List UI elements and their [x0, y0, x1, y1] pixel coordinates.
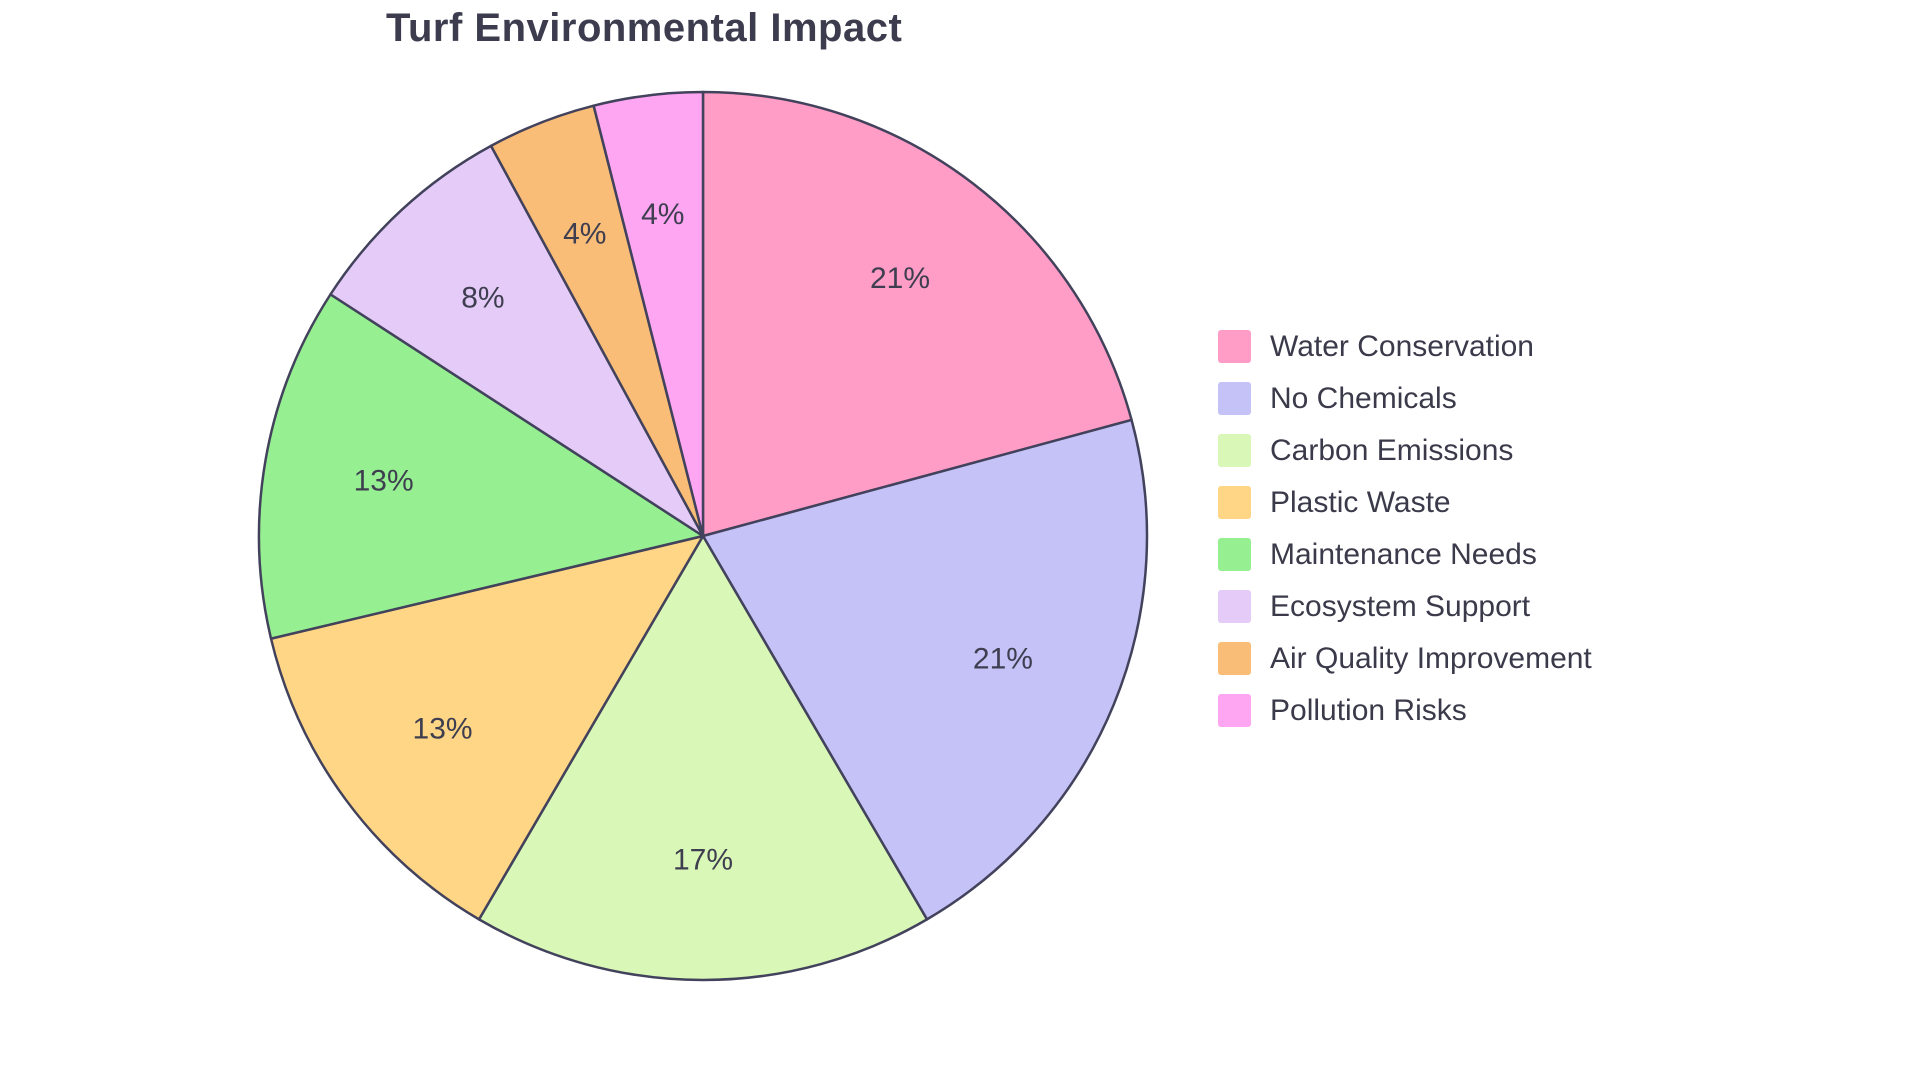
pie-slice-pollution-risks: [592, 90, 705, 538]
legend-swatch-maintenance-needs: [1218, 538, 1251, 571]
legend: Water Conservation No Chemicals Carbon Emi…: [1218, 330, 1592, 727]
pie-slice-water-conservation: [701, 90, 1133, 538]
legend-label-air-quality-improvement: Air Quality Improvement: [1270, 642, 1592, 675]
legend-swatch-pollution-risks: [1218, 694, 1251, 727]
legend-label-pollution-risks: Pollution Risks: [1270, 694, 1467, 727]
legend-swatch-ecosystem-support: [1218, 590, 1251, 623]
slice-percent-label-no-chemicals: 21%: [973, 642, 1033, 675]
legend-swatch-plastic-waste: [1218, 486, 1251, 519]
pie-slice-no-chemicals: [701, 418, 1149, 921]
slice-percent-label-water-conservation: 21%: [870, 262, 930, 295]
legend-item-water-conservation[interactable]: Water Conservation: [1218, 330, 1592, 363]
pie-slice-ecosystem-support: [329, 144, 705, 538]
legend-item-air-quality-improvement[interactable]: Air Quality Improvement: [1218, 642, 1592, 675]
pie-slice-maintenance-needs: [257, 293, 705, 640]
legend-label-carbon-emissions: Carbon Emissions: [1270, 434, 1514, 467]
pie-slice-carbon-emissions: [477, 534, 929, 982]
slice-percent-label-air-quality-improvement: 4%: [563, 218, 606, 251]
slice-percent-label-pollution-risks: 4%: [641, 198, 684, 231]
legend-item-maintenance-needs[interactable]: Maintenance Needs: [1218, 538, 1592, 571]
chart-title: Turf Environmental Impact: [386, 6, 903, 50]
legend-label-plastic-waste: Plastic Waste: [1270, 486, 1451, 519]
slice-percent-label-plastic-waste: 13%: [413, 712, 473, 745]
slice-percent-label-ecosystem-support: 8%: [461, 282, 504, 315]
legend-item-no-chemicals[interactable]: No Chemicals: [1218, 382, 1592, 415]
legend-item-plastic-waste[interactable]: Plastic Waste: [1218, 486, 1592, 519]
legend-item-pollution-risks[interactable]: Pollution Risks: [1218, 694, 1592, 727]
legend-item-ecosystem-support[interactable]: Ecosystem Support: [1218, 590, 1592, 623]
legend-swatch-carbon-emissions: [1218, 434, 1251, 467]
legend-label-water-conservation: Water Conservation: [1270, 330, 1534, 363]
pie-slice-plastic-waste: [269, 534, 705, 921]
legend-label-no-chemicals: No Chemicals: [1270, 382, 1457, 415]
legend-swatch-water-conservation: [1218, 330, 1251, 363]
legend-swatch-no-chemicals: [1218, 382, 1251, 415]
slice-percent-label-maintenance-needs: 13%: [354, 464, 414, 497]
slice-percent-label-carbon-emissions: 17%: [673, 844, 733, 877]
legend-label-ecosystem-support: Ecosystem Support: [1270, 590, 1531, 623]
legend-item-carbon-emissions[interactable]: Carbon Emissions: [1218, 434, 1592, 467]
legend-label-maintenance-needs: Maintenance Needs: [1270, 538, 1537, 571]
legend-swatch-air-quality-improvement: [1218, 642, 1251, 675]
